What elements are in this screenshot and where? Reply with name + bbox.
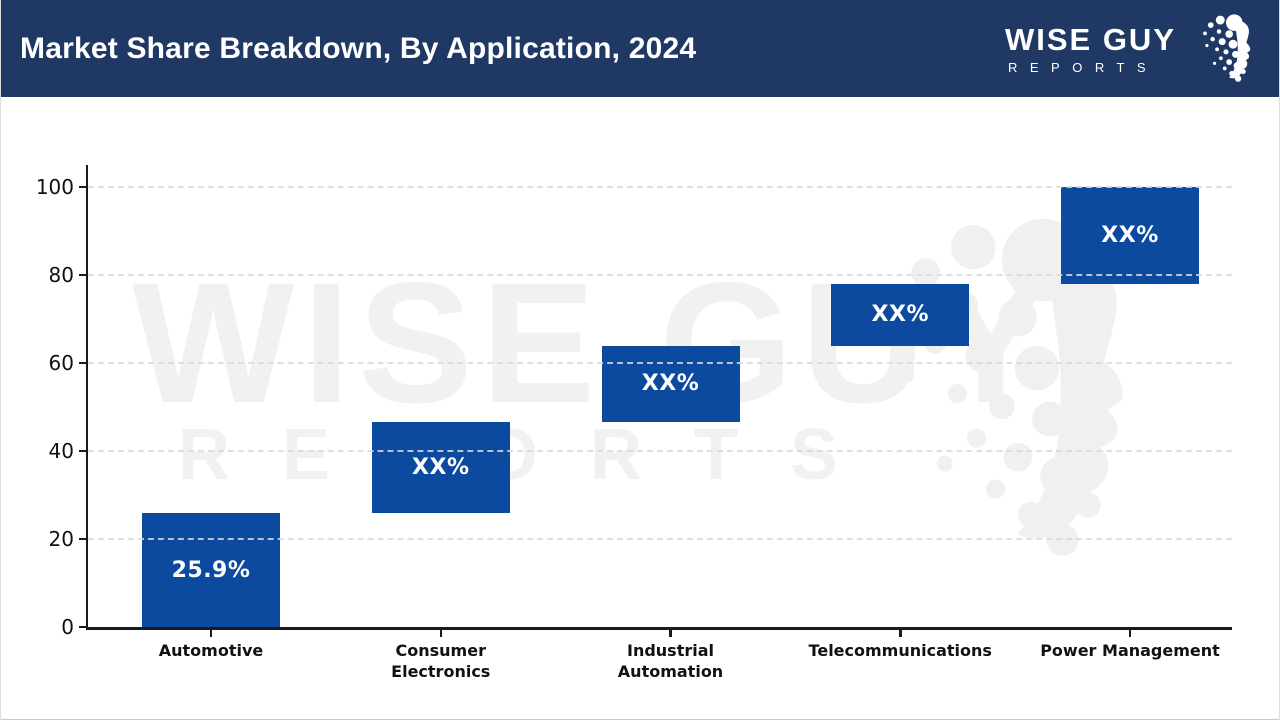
y-axis-line (85, 165, 88, 630)
brand-text: WISE GUY REPORTS (1005, 24, 1176, 74)
x-category-label: Consumer Electronics (391, 641, 491, 681)
watermark-brand-sub: REPORTS (178, 415, 891, 495)
y-tick-label: 40 (48, 439, 74, 463)
y-tick-label: 0 (61, 615, 74, 639)
chart-area: WISE GUY REPORTS 0 20 40 60 80 100 25.9% Automo… (0, 97, 1280, 720)
gridline (88, 450, 1232, 452)
y-tick-label: 100 (35, 175, 74, 199)
y-tick-mark (78, 185, 86, 189)
dotted-head-logo-icon (1184, 12, 1254, 86)
bar-segment: XX% (1061, 187, 1199, 284)
bar-value-label: XX% (641, 371, 700, 397)
y-tick-mark (78, 273, 86, 277)
y-tick-label: 20 (48, 527, 74, 551)
bar-segment: 25.9% (142, 513, 280, 627)
bar-segment: XX% (371, 421, 510, 514)
y-tick-mark (78, 537, 86, 541)
x-axis-line (85, 627, 1232, 630)
x-tick-mark (899, 630, 902, 637)
x-tick-mark (439, 630, 442, 637)
brand-subname: REPORTS (1007, 59, 1159, 75)
chart-title: Market Share Breakdown, By Application, … (20, 31, 697, 65)
bar-value-label: 25.9% (171, 557, 251, 583)
bar-segment: XX% (601, 345, 740, 422)
bar-value-label: XX% (412, 454, 470, 480)
gridline (88, 186, 1232, 188)
x-category-label: Industrial Automation (617, 641, 724, 681)
y-tick-label: 60 (48, 351, 74, 375)
bar-value-label: XX% (871, 302, 929, 328)
brand-name: WISE GUY (1004, 21, 1176, 57)
y-tick-label: 80 (48, 263, 74, 287)
bar-segment: XX% (831, 283, 970, 346)
y-tick-mark (78, 449, 86, 453)
x-tick-mark (209, 630, 213, 637)
y-tick-mark (78, 625, 86, 629)
gridline (88, 274, 1232, 276)
x-category-label: Automotive (158, 641, 264, 660)
x-tick-mark (1128, 630, 1132, 637)
header-bar: Market Share Breakdown, By Application, … (0, 0, 1280, 97)
bar-value-label: XX% (1101, 222, 1159, 248)
x-tick-mark (669, 630, 672, 637)
gridline (88, 538, 1232, 540)
x-category-label: Telecommunications (808, 641, 992, 660)
x-category-label: Power Management (1040, 641, 1220, 660)
brand-logo: WISE GUY REPORTS (1005, 12, 1254, 86)
gridline (88, 362, 1232, 364)
y-tick-mark (78, 361, 86, 365)
